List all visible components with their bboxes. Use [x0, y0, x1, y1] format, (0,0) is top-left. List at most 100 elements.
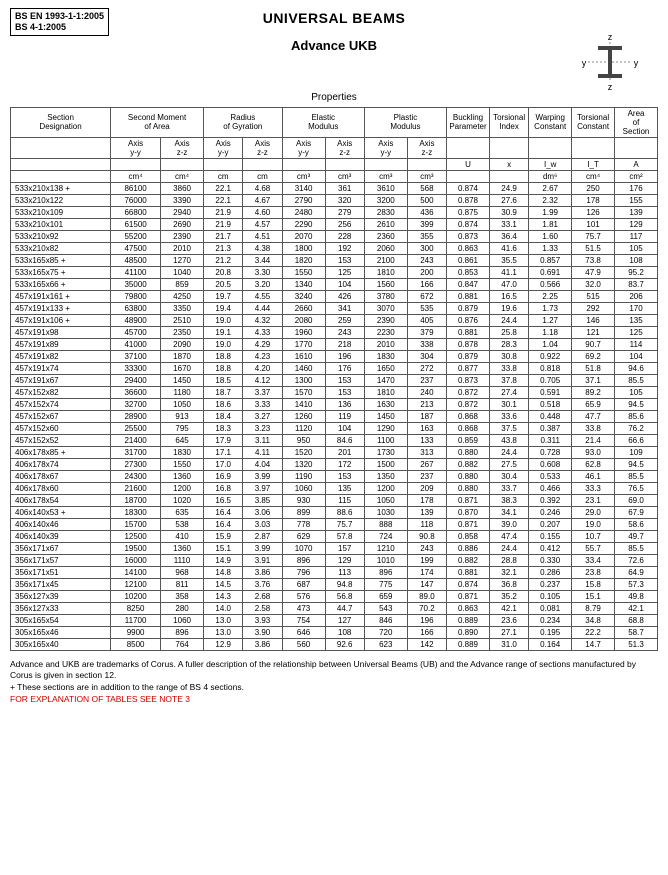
- cell: 659: [364, 590, 407, 602]
- cell: 85.5: [615, 374, 658, 386]
- table-header: SectionDesignationSecond Momentof AreaRa…: [11, 107, 658, 182]
- section-designation: 533x210x109: [11, 206, 111, 218]
- cell: 32.1: [489, 566, 528, 578]
- cell: 178: [407, 494, 446, 506]
- cell: 645: [161, 434, 204, 446]
- cell: 500: [407, 194, 446, 206]
- cell: 30.1: [489, 398, 528, 410]
- cell: 142: [407, 638, 446, 650]
- cell: 22.1: [204, 194, 243, 206]
- cell: 20.8: [204, 266, 243, 278]
- cell: 1570: [282, 386, 325, 398]
- cell: 1560: [364, 278, 407, 290]
- section-designation: 406x178x54: [11, 494, 111, 506]
- section-designation: 406x178x85 +: [11, 446, 111, 458]
- section-designation: 305x165x46: [11, 626, 111, 638]
- cell: 126: [572, 206, 615, 218]
- cell: 105: [615, 242, 658, 254]
- cell: 1300: [282, 374, 325, 386]
- cell: 0.871: [447, 590, 490, 602]
- cell: 0.881: [447, 290, 490, 302]
- col-sub: [615, 137, 658, 158]
- cell: 0.853: [447, 266, 490, 278]
- col-sub: [572, 137, 615, 158]
- cell: 209: [407, 482, 446, 494]
- cell: 199: [407, 554, 446, 566]
- cell: 1350: [364, 470, 407, 482]
- cell: 41100: [111, 266, 161, 278]
- properties-table: SectionDesignationSecond Momentof AreaRa…: [10, 107, 658, 651]
- cell: 576: [282, 590, 325, 602]
- cell: 19.0: [204, 338, 243, 350]
- cell: 0.873: [447, 374, 490, 386]
- properties-heading: Properties: [10, 92, 658, 103]
- cell: 18.5: [204, 374, 243, 386]
- cell: 3.86: [243, 638, 282, 650]
- svg-text:z: z: [608, 32, 613, 42]
- cell: 1050: [161, 398, 204, 410]
- cell: 1460: [282, 362, 325, 374]
- cell: 0.608: [529, 458, 572, 470]
- table-row: 533x210x12276000339022.14.67279032032005…: [11, 194, 658, 206]
- cell: 3.93: [243, 614, 282, 626]
- cell: 4.51: [243, 230, 282, 242]
- cell: 888: [364, 518, 407, 530]
- cell: 33.8: [489, 362, 528, 374]
- cell: 560: [282, 638, 325, 650]
- cell: 1060: [161, 614, 204, 626]
- col-sub: [325, 158, 364, 170]
- table-row: 356x171x511410096814.83.867961138961740.…: [11, 566, 658, 578]
- cell: 3780: [364, 290, 407, 302]
- cell: 3390: [161, 194, 204, 206]
- table-row: 533x210x10966800294021.94.60248027928304…: [11, 206, 658, 218]
- table-row: 457x191x7433300167018.84.201460176165027…: [11, 362, 658, 374]
- cell: 720: [364, 626, 407, 638]
- cell: 94.5: [615, 398, 658, 410]
- cell: 2080: [282, 314, 325, 326]
- section-designation: 406x140x53 +: [11, 506, 111, 518]
- cell: 146: [572, 314, 615, 326]
- cell: 36.4: [489, 230, 528, 242]
- cell: 3.44: [243, 254, 282, 266]
- table-row: 406x140x461570053816.43.0377875.78881180…: [11, 518, 658, 530]
- cell: 8.79: [572, 602, 615, 614]
- cell: 0.875: [447, 206, 490, 218]
- cell: 1.60: [529, 230, 572, 242]
- cell: 2100: [364, 254, 407, 266]
- cell: 49.8: [615, 590, 658, 602]
- cell: 33.6: [489, 410, 528, 422]
- cell: 47.9: [572, 266, 615, 278]
- col-sub: I_T: [572, 158, 615, 170]
- section-designation: 356x171x57: [11, 554, 111, 566]
- cell: 166: [407, 278, 446, 290]
- cell: 66.6: [615, 434, 658, 446]
- section-designation: 533x165x66 +: [11, 278, 111, 290]
- cell: 2390: [364, 314, 407, 326]
- col-group: SectionDesignation: [11, 107, 111, 137]
- cell: 33.4: [572, 554, 615, 566]
- cell: 90.7: [572, 338, 615, 350]
- cell: 35000: [111, 278, 161, 290]
- cell: 15.8: [572, 578, 615, 590]
- cell: 201: [325, 446, 364, 458]
- cell: 4.44: [243, 302, 282, 314]
- cell: 4.23: [243, 350, 282, 362]
- cell: 3.99: [243, 470, 282, 482]
- cell: 0.879: [447, 302, 490, 314]
- cell: 436: [407, 206, 446, 218]
- cell: 58.6: [615, 518, 658, 530]
- cell: 2360: [364, 230, 407, 242]
- cell: 19500: [111, 542, 161, 554]
- cell: 85.5: [615, 470, 658, 482]
- col-group: WarpingConstant: [529, 107, 572, 137]
- svg-text:y: y: [634, 58, 639, 68]
- cell: 0.881: [447, 566, 490, 578]
- cell: 0.877: [447, 362, 490, 374]
- cell: 1200: [161, 482, 204, 494]
- cell: 629: [282, 530, 325, 542]
- cell: 2690: [161, 218, 204, 230]
- cell: 51.8: [572, 362, 615, 374]
- cell: 0.880: [447, 482, 490, 494]
- cell: 0.868: [447, 410, 490, 422]
- cell: 646: [282, 626, 325, 638]
